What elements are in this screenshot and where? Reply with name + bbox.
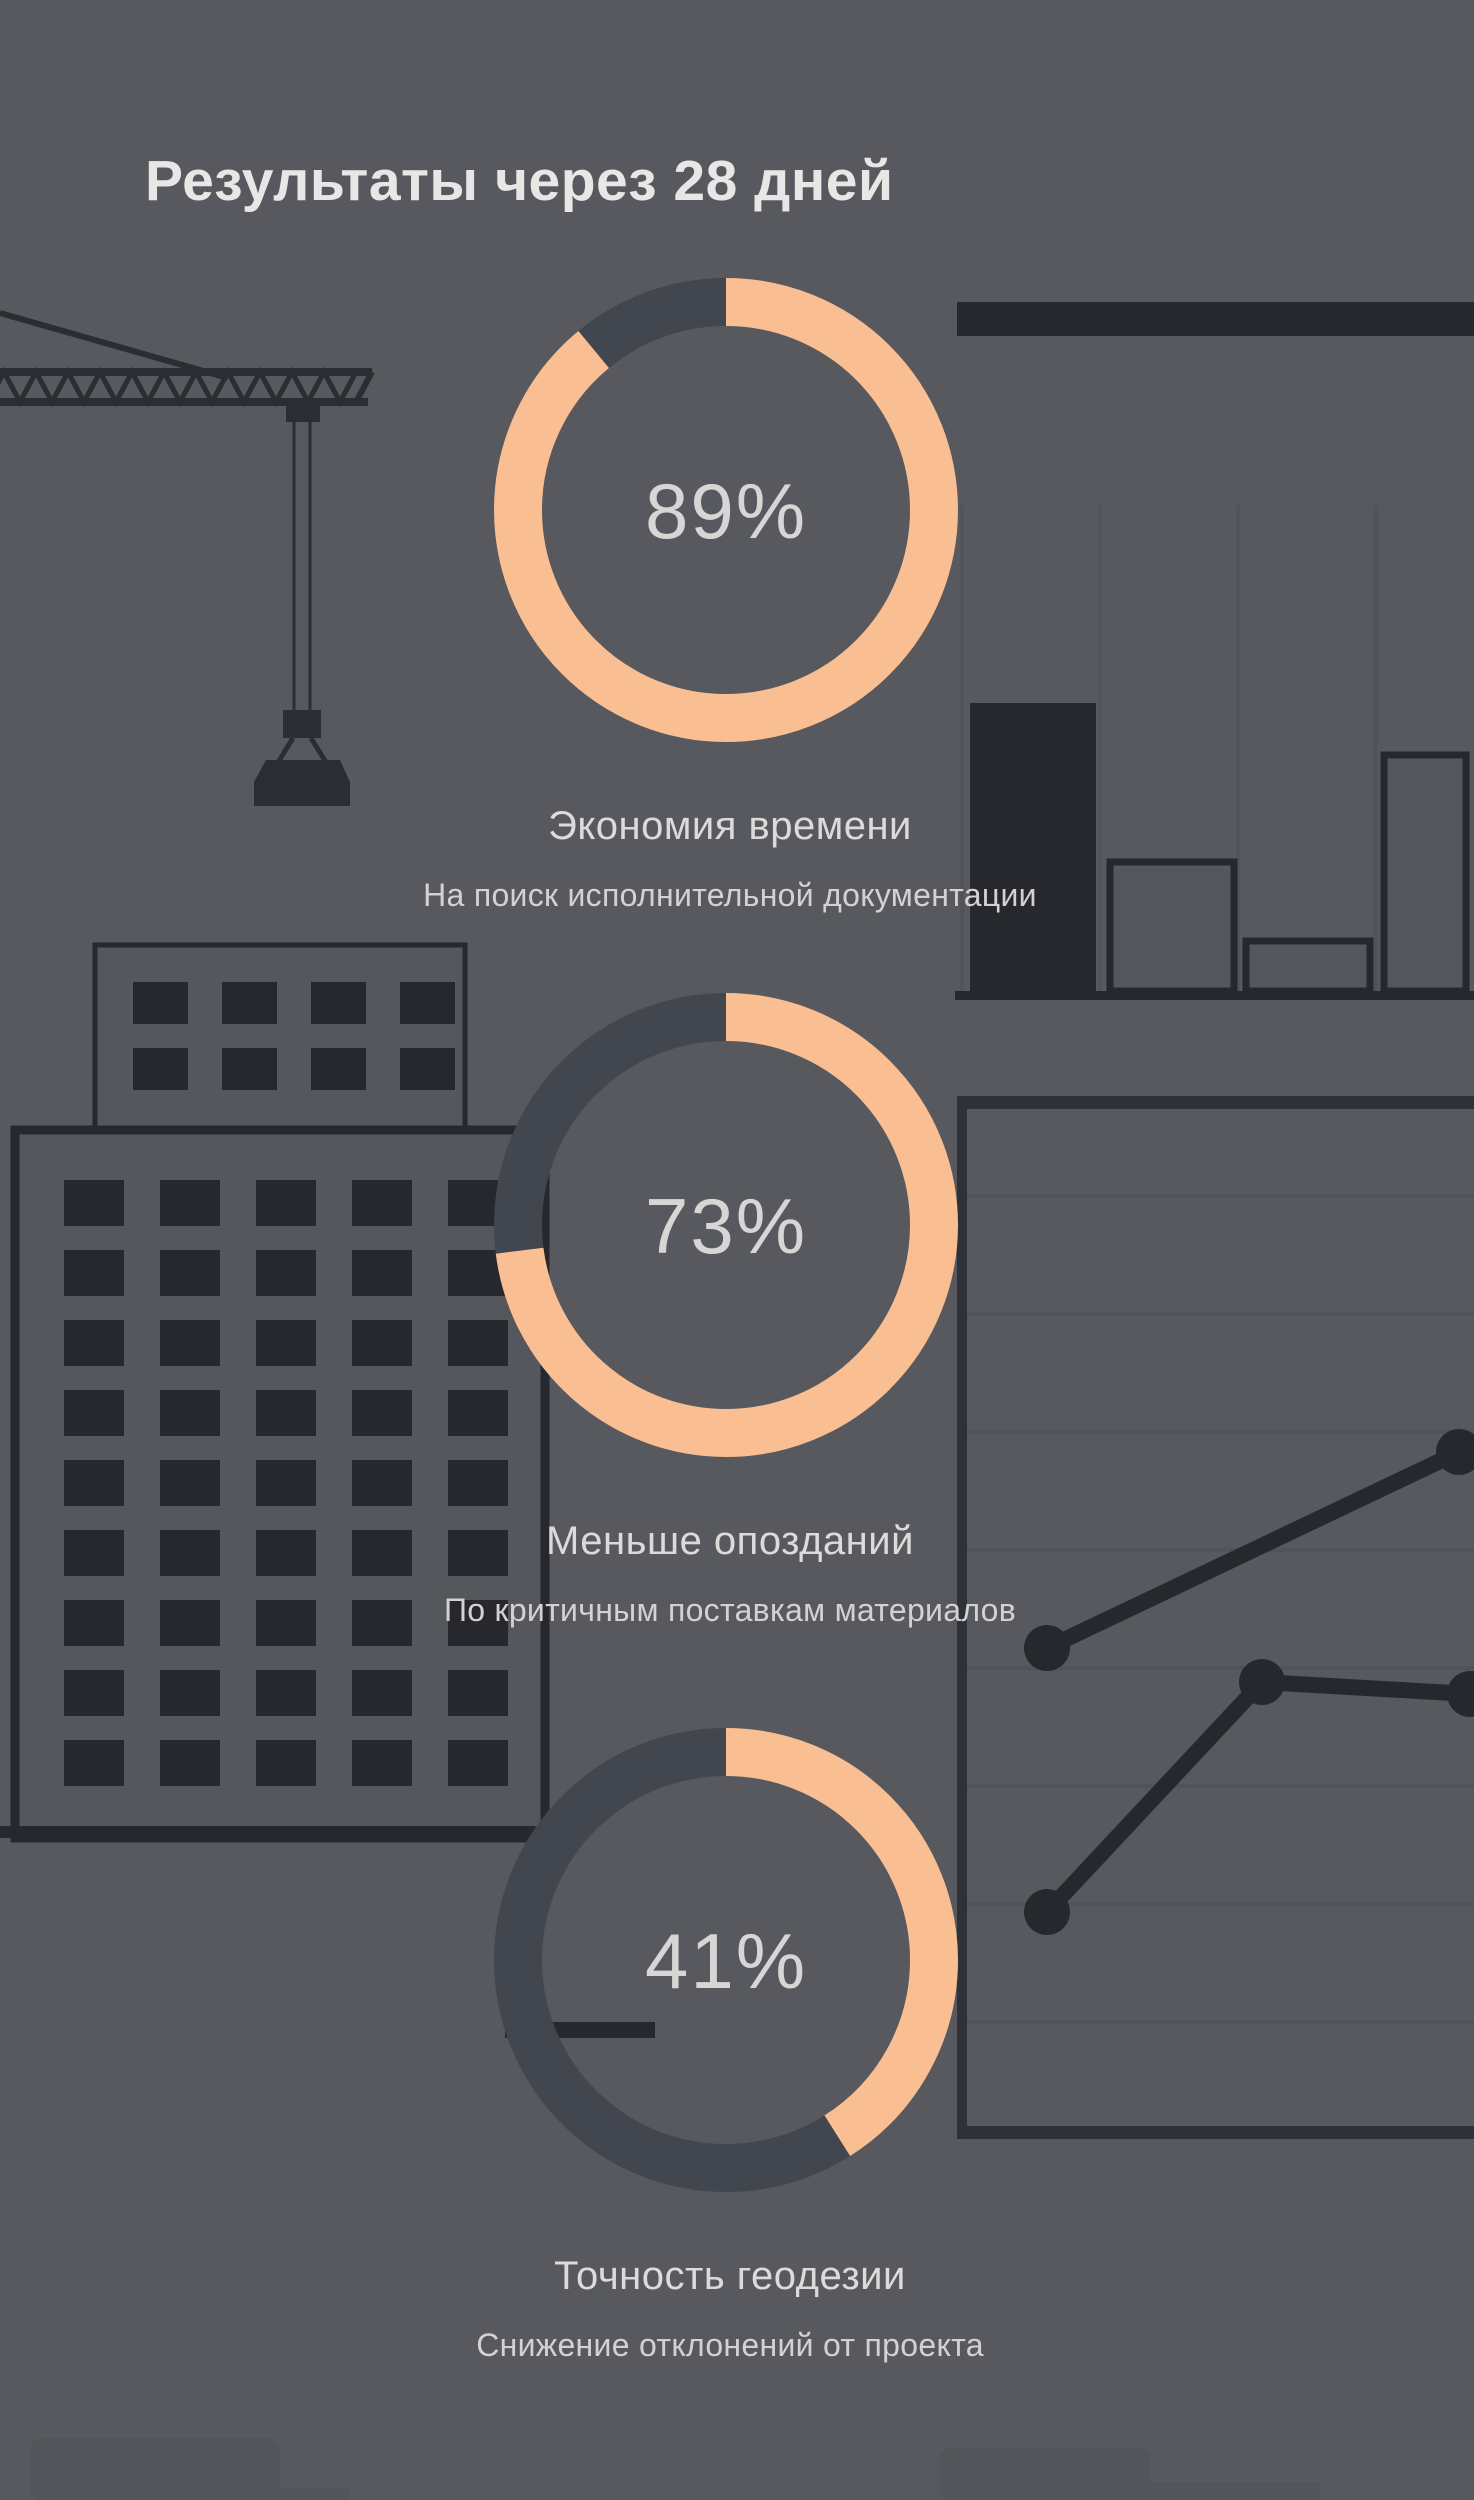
donut-chart-geodesy-accuracy: 41% bbox=[494, 1728, 958, 2192]
ground-silhouettes bbox=[30, 2438, 1320, 2500]
building-icon bbox=[0, 942, 655, 2038]
tower-crane-icon bbox=[0, 310, 375, 806]
metric-label: Точность геодезии bbox=[554, 2254, 906, 2298]
donut-value: 89% bbox=[645, 467, 807, 555]
donut-chart-time-savings: 89% bbox=[494, 278, 958, 742]
metric-sublabel: На поиск исполнительной документации bbox=[423, 877, 1037, 913]
donut-value: 41% bbox=[645, 1917, 807, 2005]
line-chart-decor bbox=[957, 1096, 1474, 2139]
donut-chart-fewer-delays: 73% bbox=[494, 993, 958, 1457]
metric-label: Меньше опозданий bbox=[546, 1519, 914, 1563]
metric-sublabel: По критичным поставкам материалов bbox=[443, 1592, 1017, 1628]
donut-progress bbox=[494, 993, 958, 1457]
donut-value: 73% bbox=[645, 1182, 807, 1270]
page-title: Результаты через 28 дней bbox=[145, 149, 894, 213]
metric-sublabel: Снижение отклонений от проекта bbox=[476, 2327, 984, 2363]
building-windows bbox=[64, 1180, 508, 1786]
bar-chart-decor bbox=[955, 302, 1474, 1000]
donut-progress bbox=[494, 278, 958, 742]
donut-progress bbox=[494, 1728, 958, 2192]
metric-label: Экономия времени bbox=[548, 804, 912, 848]
